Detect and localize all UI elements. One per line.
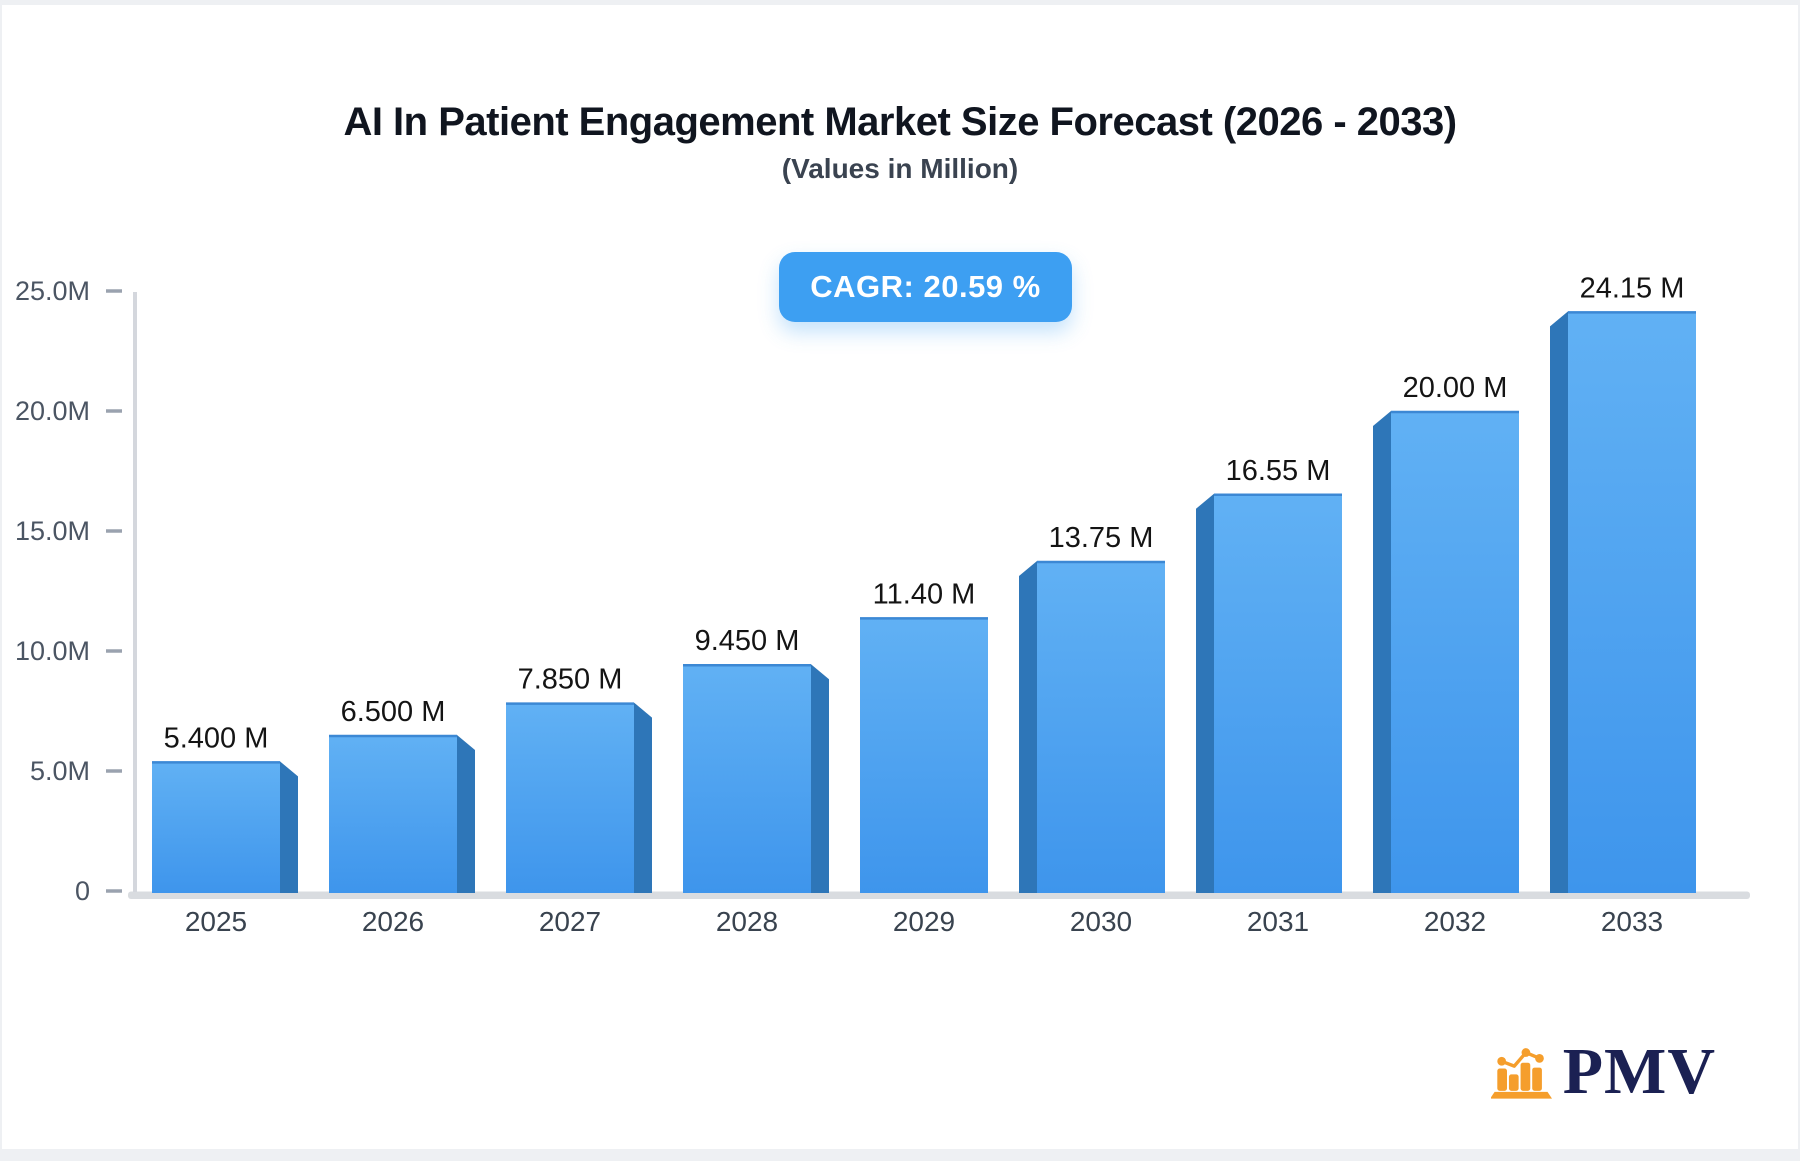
bar-side bbox=[280, 761, 298, 893]
x-tick-label: 2030 bbox=[1070, 906, 1132, 937]
x-tick-label: 2031 bbox=[1247, 906, 1309, 937]
bar-value-label: 6.500 M bbox=[341, 696, 446, 728]
x-tick-label: 2026 bbox=[362, 906, 424, 937]
y-tick-label: 15.0M bbox=[15, 516, 90, 546]
bar-side bbox=[1550, 311, 1568, 893]
cagr-badge: CAGR: 20.59 % bbox=[779, 252, 1072, 322]
bar-value-label: 24.15 M bbox=[1580, 272, 1685, 304]
bar-side bbox=[1196, 493, 1214, 893]
logo-text: PMV bbox=[1562, 1034, 1716, 1108]
bar-value-label: 11.40 M bbox=[873, 578, 976, 610]
bar-side bbox=[634, 702, 652, 893]
x-tick-label: 2027 bbox=[539, 906, 601, 937]
bar-side bbox=[1019, 561, 1037, 893]
x-tick-label: 2032 bbox=[1424, 906, 1486, 937]
bar-value-label: 13.75 M bbox=[1049, 522, 1154, 554]
y-tick-label: 10.0M bbox=[15, 636, 90, 666]
y-tick-label: 25.0M bbox=[15, 276, 90, 306]
bar bbox=[1391, 411, 1519, 893]
x-tick-label: 2025 bbox=[185, 906, 247, 937]
x-tick-label: 2033 bbox=[1601, 906, 1663, 937]
pmv-logo: PMV bbox=[1490, 1034, 1716, 1108]
bar-value-label: 20.00 M bbox=[1403, 372, 1508, 404]
bar-side bbox=[457, 735, 475, 893]
x-axis-baseline bbox=[128, 891, 1750, 899]
bar bbox=[329, 735, 457, 893]
cagr-badge-label: CAGR: 20.59 % bbox=[810, 269, 1041, 304]
bar bbox=[683, 664, 811, 893]
chart-card: AI In Patient Engagement Market Size For… bbox=[2, 5, 1798, 1149]
x-tick-label: 2028 bbox=[716, 906, 778, 937]
y-tick-label: 20.0M bbox=[15, 396, 90, 426]
y-tick-label: 0 bbox=[75, 876, 90, 906]
bar-value-label: 9.450 M bbox=[695, 625, 800, 657]
bar-side bbox=[811, 664, 829, 893]
bar bbox=[860, 617, 988, 893]
bar bbox=[152, 761, 280, 893]
bar bbox=[1214, 493, 1342, 893]
bar bbox=[506, 702, 634, 893]
bar-chart-logo-icon bbox=[1490, 1048, 1552, 1099]
bar-value-label: 16.55 M bbox=[1226, 455, 1331, 487]
chart-subtitle: (Values in Million) bbox=[781, 153, 1019, 184]
bar-chart: 25.0M 20.0M 15.0M 10.0M 5.0M 0 5.400 M 2025 6.50… bbox=[15, 272, 1750, 937]
bar bbox=[1037, 561, 1165, 893]
y-tick-label: 5.0M bbox=[30, 756, 90, 786]
bar-side bbox=[1373, 411, 1391, 893]
bar-value-label: 7.850 M bbox=[518, 664, 623, 696]
page-title: AI In Patient Engagement Market Size For… bbox=[343, 100, 1457, 144]
bar-value-label: 5.400 M bbox=[164, 722, 269, 754]
x-tick-label: 2029 bbox=[893, 906, 955, 937]
bar bbox=[1568, 311, 1696, 893]
